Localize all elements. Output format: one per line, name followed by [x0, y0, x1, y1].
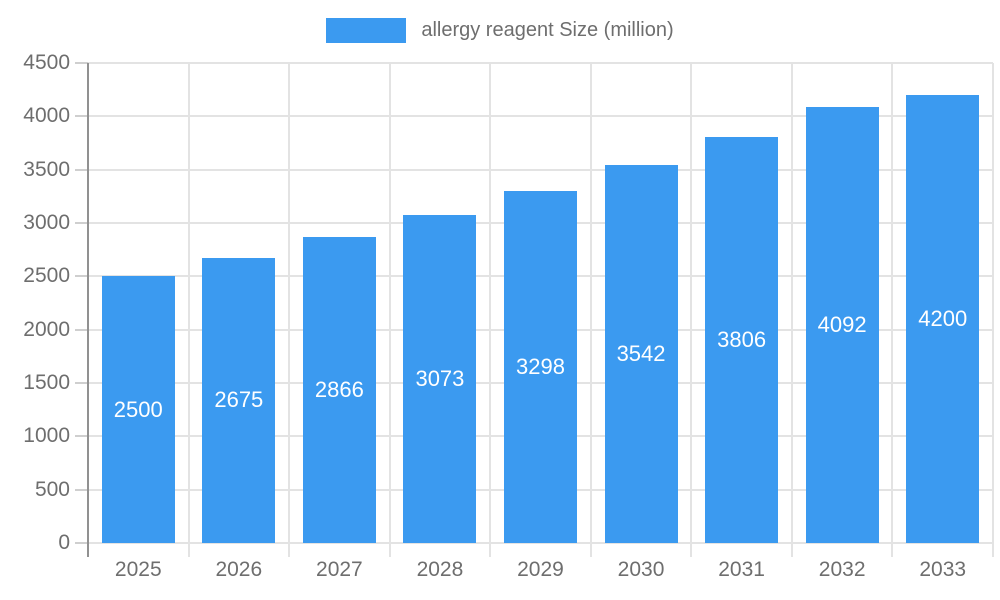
h-gridline — [88, 62, 993, 64]
x-tick-label: 2029 — [517, 558, 564, 581]
x-tick-label: 2025 — [114, 558, 162, 581]
v-gridline — [790, 63, 793, 557]
bar-value-label: 3806 — [717, 327, 767, 353]
y-axis-tick — [75, 222, 88, 224]
x-tick-label: 2031 — [718, 558, 765, 581]
y-tick-label: 4000 — [23, 104, 70, 128]
bar[interactable]: 2675 — [202, 257, 276, 543]
bar-value-label: 2500 — [113, 396, 163, 422]
v-gridline — [992, 63, 994, 557]
y-tick-label: 2500 — [23, 264, 70, 288]
h-gridline — [88, 115, 993, 118]
v-gridline — [489, 63, 492, 557]
bar-value-label: 4200 — [918, 306, 968, 331]
x-tick-label: 2028 — [416, 558, 464, 581]
v-gridline — [288, 63, 291, 557]
bar-value-label: 3073 — [415, 366, 465, 392]
y-tick-label: 0 — [58, 531, 70, 554]
v-gridline — [388, 63, 391, 557]
y-axis-tick — [75, 488, 88, 491]
bar[interactable]: 4092 — [805, 106, 879, 543]
legend: allergy reagent Size (million) — [0, 14, 1000, 46]
x-tick-label: 2027 — [316, 558, 363, 581]
bar[interactable]: 2866 — [302, 237, 376, 543]
y-axis-tick — [75, 115, 88, 118]
y-tick-label: 2000 — [23, 317, 70, 341]
plot-area: 0 500 1000 1500 2000 2500 3000 3500 4000 4500 2500… — [23, 51, 994, 581]
bar[interactable]: 3073 — [403, 215, 477, 543]
y-tick-label: 3500 — [23, 157, 70, 181]
h-gridline — [88, 168, 993, 171]
y-axis-tick — [75, 275, 88, 278]
y-axis-line — [87, 63, 89, 557]
x-tick-label: 2026 — [215, 558, 263, 581]
y-tick-label: 500 — [34, 477, 70, 501]
x-tick-label: 2030 — [617, 558, 665, 581]
bar-value-label: 2675 — [214, 387, 264, 413]
legend-item[interactable]: allergy reagent Size (million) — [326, 17, 674, 43]
bar[interactable]: 3298 — [504, 191, 577, 543]
y-axis-tick — [75, 168, 88, 171]
y-axis-tick — [75, 62, 88, 64]
y-axis-tick — [75, 542, 88, 544]
v-gridline — [589, 63, 592, 557]
bar[interactable]: 2500 — [101, 276, 175, 543]
bar-value-label: 3298 — [516, 354, 565, 380]
y-axis-tick — [75, 435, 88, 438]
x-tick-label: 2033 — [919, 558, 967, 581]
x-tick-label: 2032 — [818, 558, 866, 581]
v-gridline — [187, 63, 190, 557]
bar[interactable]: 3806 — [705, 137, 779, 543]
y-axis-tick — [75, 382, 88, 384]
legend-label: allergy reagent Size (million) — [421, 18, 674, 41]
y-tick-label: 4500 — [23, 51, 70, 74]
v-gridline — [891, 63, 894, 557]
v-gridline — [690, 63, 693, 557]
h-gridline — [88, 542, 993, 544]
bar-value-label: 2866 — [314, 377, 364, 403]
bar-value-label: 4092 — [817, 311, 867, 337]
y-axis-tick — [75, 328, 88, 331]
bar[interactable]: 4200 — [906, 95, 980, 543]
y-tick-label: 1500 — [23, 371, 70, 394]
legend-swatch — [326, 17, 407, 43]
bar[interactable]: 3542 — [604, 165, 678, 543]
bar-value-label: 3542 — [616, 341, 666, 367]
y-tick-label: 3000 — [23, 211, 70, 234]
y-tick-label: 1000 — [23, 424, 70, 448]
